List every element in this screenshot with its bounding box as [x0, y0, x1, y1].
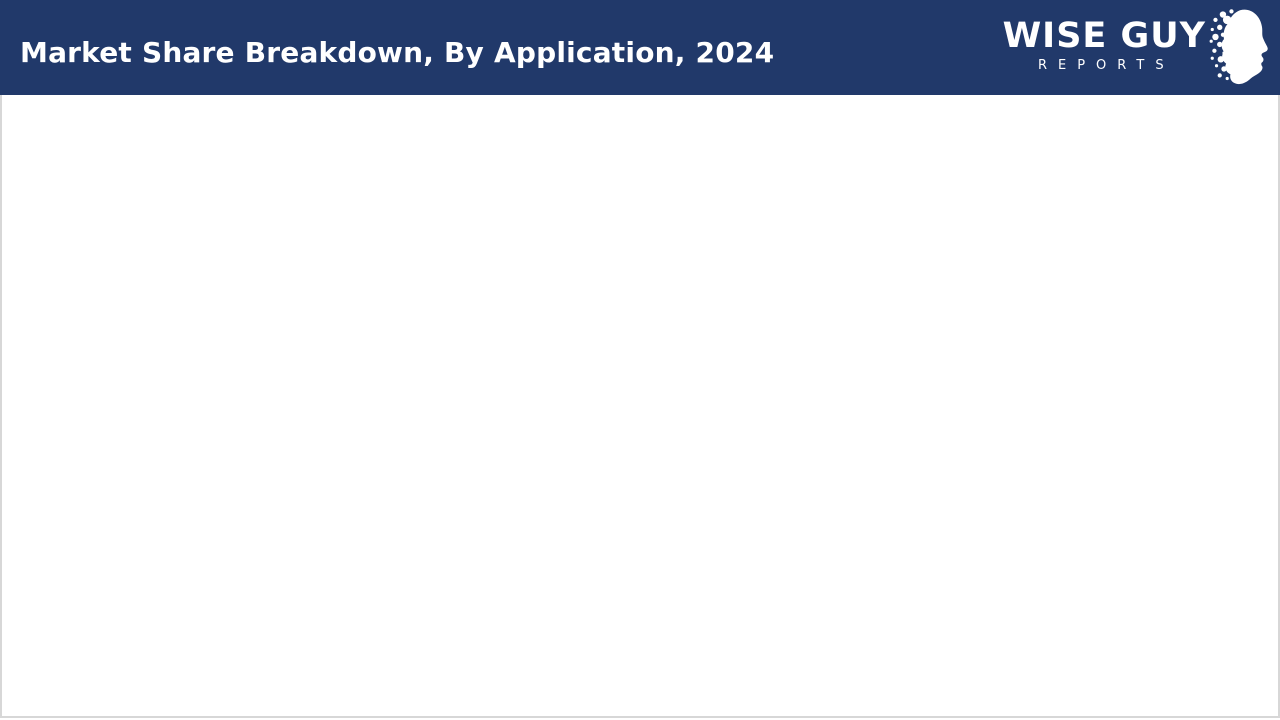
logo-face-icon [1208, 6, 1272, 86]
logo-text: WISE GUY REPORTS [1002, 16, 1206, 74]
page-title: Market Share Breakdown, By Application, … [20, 36, 775, 69]
logo-name: WISE GUY [1002, 16, 1206, 56]
wise-guy-reports-logo: WISE GUY REPORTS [1003, 6, 1272, 86]
logo-subtitle: REPORTS [1037, 58, 1175, 73]
header-bar: Market Share Breakdown, By Application, … [0, 0, 1280, 95]
figure-frame [0, 95, 1280, 718]
